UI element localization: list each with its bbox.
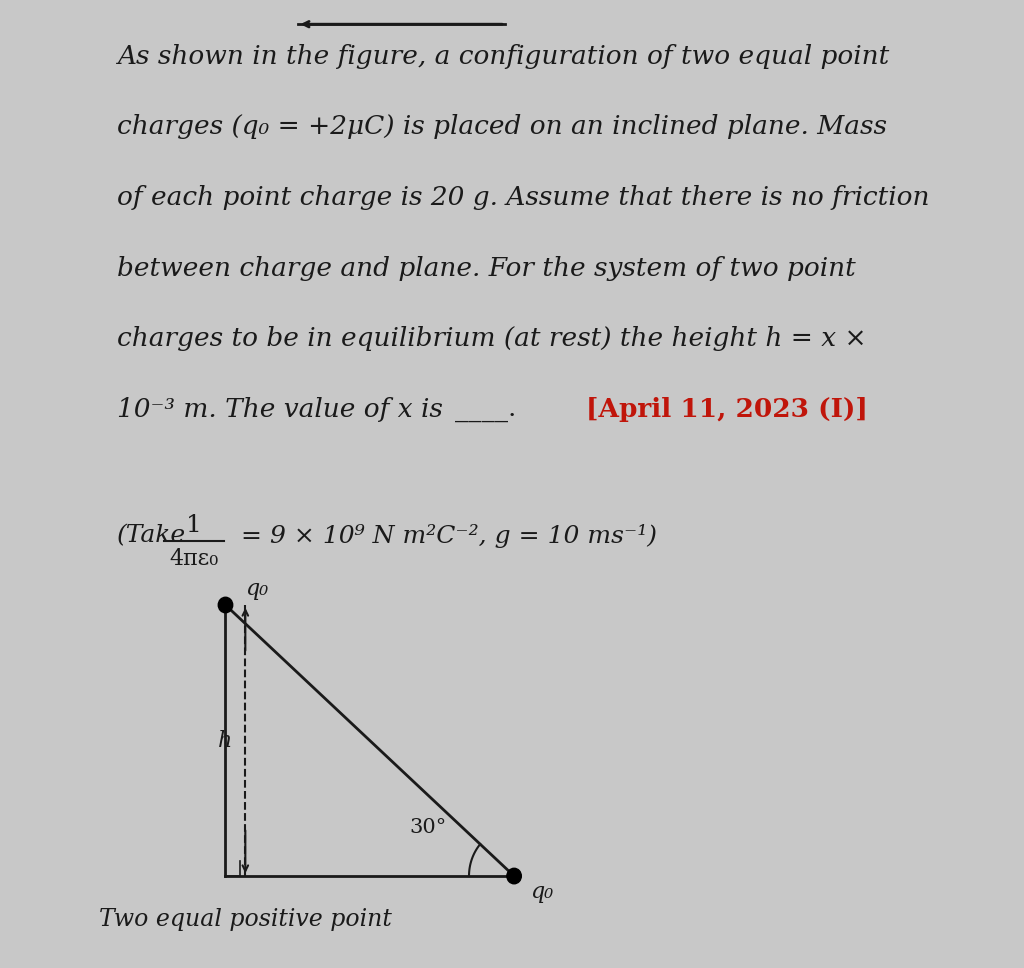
- Text: charges (q₀ = +2μC) is placed on an inclined plane. Mass: charges (q₀ = +2μC) is placed on an incl…: [118, 114, 887, 139]
- Text: of each point charge is 20 g. Assume that there is no friction: of each point charge is 20 g. Assume tha…: [118, 185, 930, 210]
- Text: Two equal positive point: Two equal positive point: [99, 908, 392, 931]
- Text: 1: 1: [186, 514, 202, 537]
- Text: charges to be in equilibrium (at rest) the height h = x ×: charges to be in equilibrium (at rest) t…: [118, 326, 867, 351]
- Text: ____.: ____.: [456, 397, 517, 422]
- Text: [April 11, 2023 (I)]: [April 11, 2023 (I)]: [587, 397, 868, 422]
- Text: 4πε₀: 4πε₀: [169, 548, 218, 570]
- Text: h: h: [218, 730, 232, 751]
- Text: 10⁻³ m. The value of x is: 10⁻³ m. The value of x is: [118, 397, 443, 422]
- Text: q₀: q₀: [246, 578, 268, 600]
- Text: q₀: q₀: [530, 881, 553, 903]
- Text: As shown in the figure, a configuration of two equal point: As shown in the figure, a configuration …: [118, 44, 890, 69]
- Circle shape: [507, 868, 521, 884]
- Text: (Take: (Take: [118, 524, 186, 547]
- Text: between charge and plane. For the system of two point: between charge and plane. For the system…: [118, 256, 856, 281]
- Text: = 9 × 10⁹ N m²C⁻², g = 10 ms⁻¹): = 9 × 10⁹ N m²C⁻², g = 10 ms⁻¹): [241, 524, 656, 548]
- Circle shape: [218, 597, 232, 613]
- Text: 30°: 30°: [410, 818, 447, 837]
